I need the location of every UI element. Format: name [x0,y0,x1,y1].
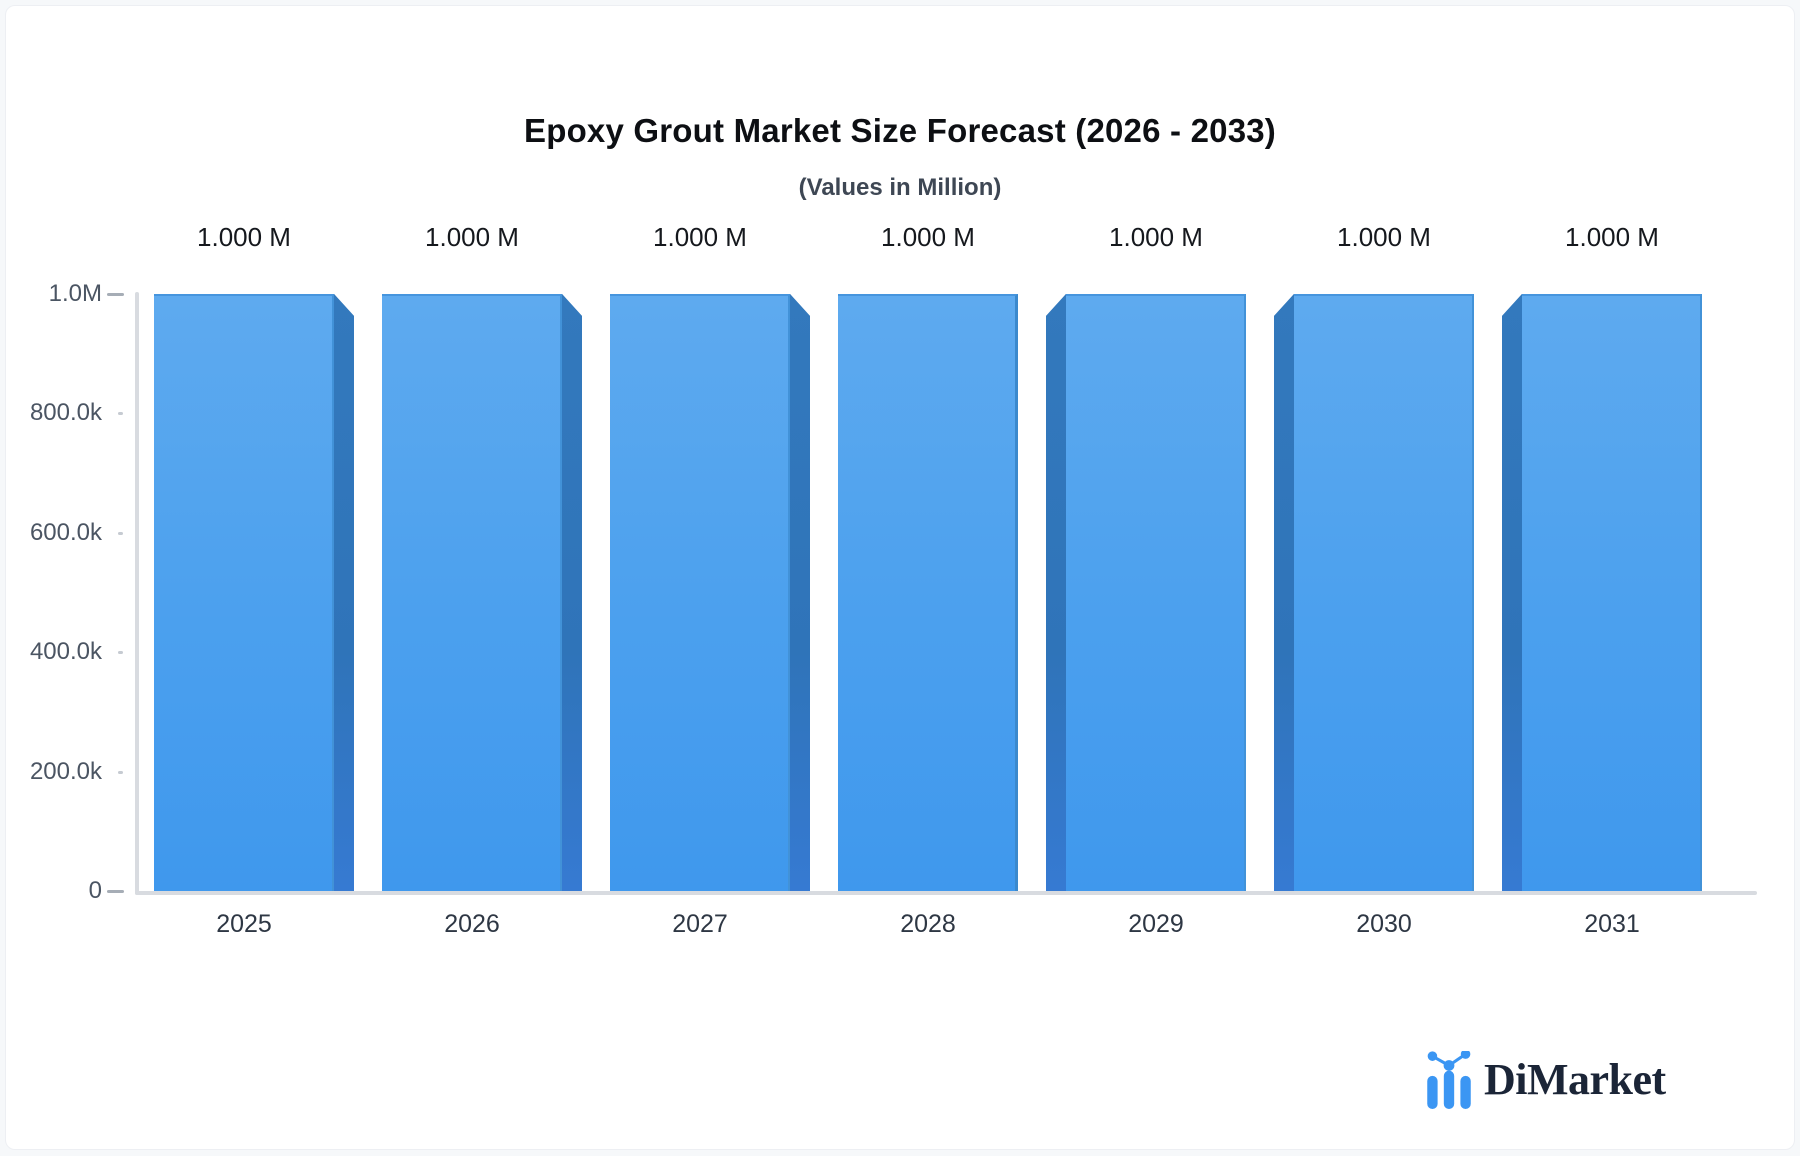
x-category-label: 2027 [672,910,728,938]
chart-title: Epoxy Grout Market Size Forecast (2026 -… [524,112,1276,149]
y-tick-mark [107,890,124,893]
y-tick-mark [118,770,123,774]
y-tick-label: 400.0k [29,638,102,666]
bar-side-face [334,294,354,891]
y-tick-mark [118,531,123,535]
y-tick-mark [118,651,123,655]
bar[interactable] [1066,294,1246,891]
bar-value-label: 1.000 M [653,222,747,252]
y-tick-label: 600.0k [29,518,102,546]
bar-value-label: 1.000 M [1337,222,1431,252]
bar-value-label: 1.000 M [1109,222,1203,252]
bar-value-label: 1.000 M [425,222,519,252]
chart-subtitle: (Values in Million) [798,174,1002,201]
brand-logo[interactable]: DiMarket [1426,1046,1666,1114]
bar[interactable] [610,294,790,891]
bar-side-face [562,294,582,891]
bar-value-label: 1.000 M [197,222,291,252]
y-tick-mark [118,412,123,416]
bar-side-face [1502,294,1522,891]
bar-line-chart-icon [1427,1051,1471,1109]
logo-text: DiMarket [1484,1055,1666,1104]
x-category-label: 2026 [444,910,500,938]
bar-side-face [1274,294,1294,891]
x-category-label: 2028 [900,910,956,938]
bar[interactable] [838,294,1018,891]
y-tick-label: 1.0M [48,280,102,307]
bar-value-label: 1.000 M [881,222,975,252]
y-tick-label: 0 [88,877,102,904]
x-category-label: 2029 [1128,910,1184,938]
x-category-label: 2030 [1356,910,1412,938]
y-tick-label: 800.0k [29,399,102,427]
bar-value-label: 1.000 M [1565,222,1659,252]
bar[interactable] [154,294,334,891]
chart-card: Epoxy Grout Market Size Forecast (2026 -… [5,5,1795,1150]
x-category-label: 2025 [216,910,272,938]
x-category-label: 2031 [1584,910,1640,938]
bar[interactable] [382,294,562,891]
y-tick-mark [107,293,124,296]
y-axis-line [135,292,139,895]
x-axis-line [135,891,1757,895]
bar[interactable] [1294,294,1474,891]
bar[interactable] [1522,294,1702,891]
y-tick-label: 200.0k [29,757,102,785]
bar-side-face [790,294,810,891]
bar-side-face [1046,294,1066,891]
